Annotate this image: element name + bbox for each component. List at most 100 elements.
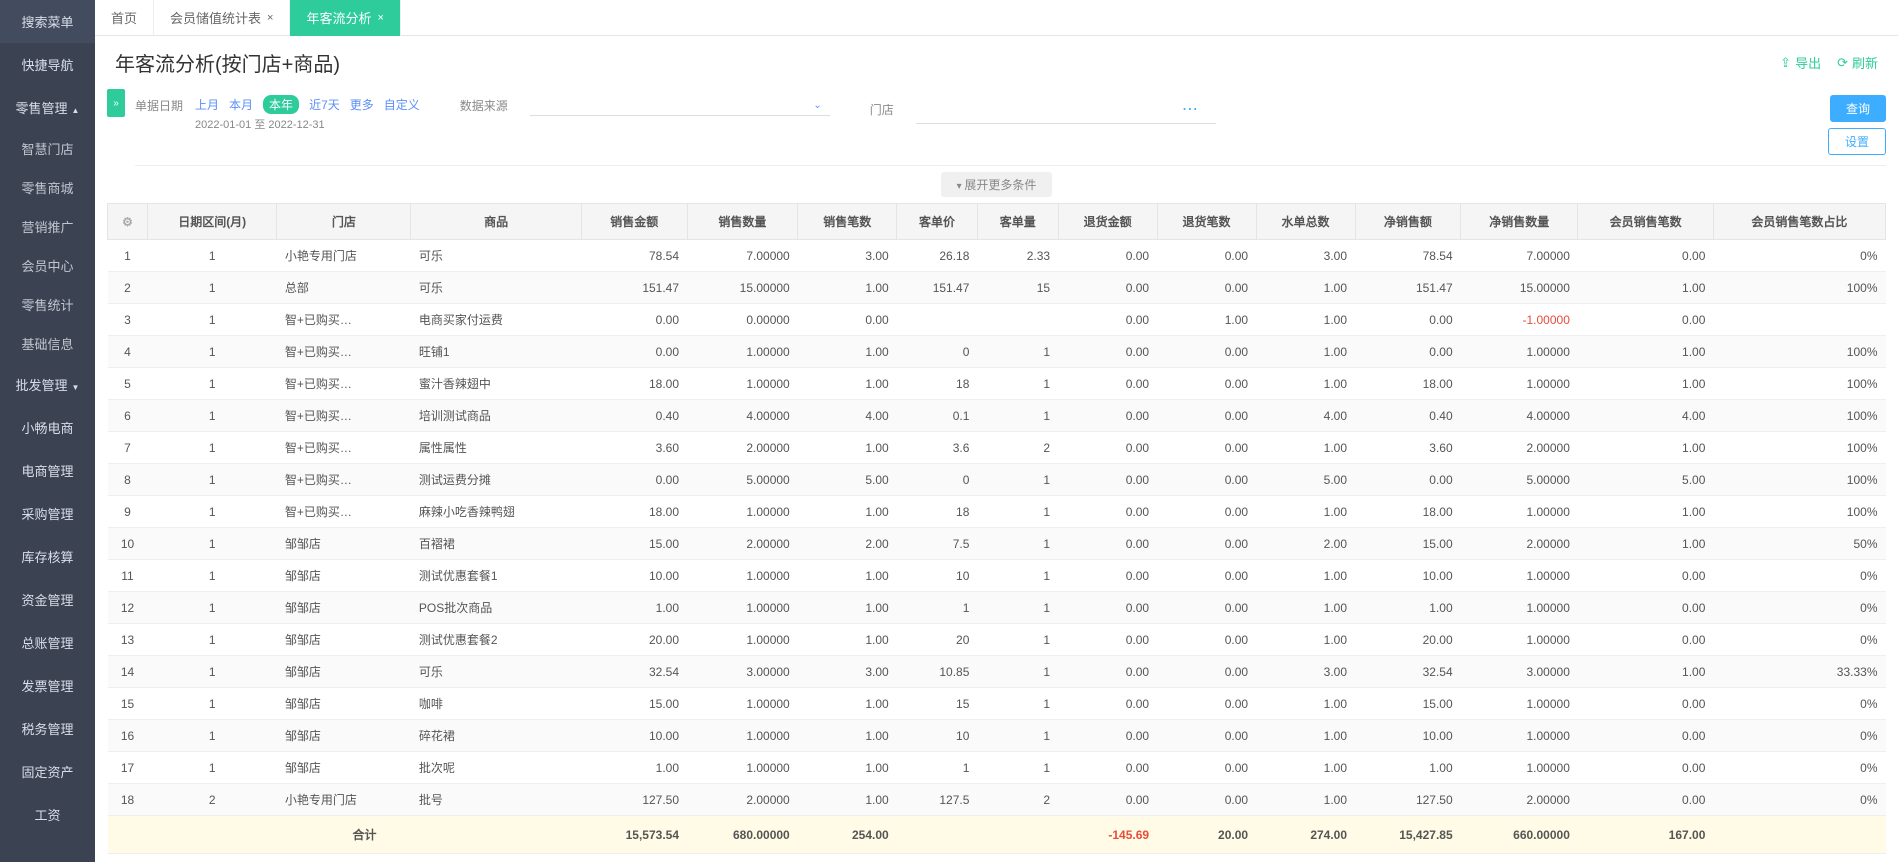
sidebar-item[interactable]: 采购管理 bbox=[0, 492, 95, 535]
sidebar-item[interactable]: 零售管理 bbox=[0, 86, 95, 129]
expand-conditions-button[interactable]: 展开更多条件 bbox=[941, 172, 1053, 197]
sidebar-item[interactable]: 批发管理 bbox=[0, 363, 95, 406]
tab[interactable]: 会员储值统计表× bbox=[154, 0, 290, 36]
column-header[interactable]: 门店 bbox=[277, 204, 411, 240]
column-header[interactable]: 销售数量 bbox=[687, 204, 798, 240]
refresh-button[interactable]: ⟳刷新 bbox=[1837, 53, 1878, 72]
table-row[interactable]: 81智+已购买…测试运费分摊0.005.000005.00010.000.005… bbox=[108, 464, 1886, 496]
table-row[interactable]: 161邹邹店碎花裙10.001.000001.001010.000.001.00… bbox=[108, 720, 1886, 752]
refresh-icon: ⟳ bbox=[1837, 55, 1848, 71]
table-row[interactable]: 101邹邹店百褶裙15.002.000002.007.510.000.002.0… bbox=[108, 528, 1886, 560]
table-cell: 旺铺1 bbox=[411, 336, 582, 368]
sidebar-item[interactable]: 搜索菜单 bbox=[0, 0, 95, 43]
column-header[interactable]: 会员销售笔数 bbox=[1578, 204, 1714, 240]
table-cell: 1.00 bbox=[1578, 272, 1714, 304]
table-row[interactable]: 141邹邹店可乐32.543.000003.0010.8510.000.003.… bbox=[108, 656, 1886, 688]
column-header[interactable]: 销售金额 bbox=[581, 204, 687, 240]
sidebar-item[interactable]: 零售商城 bbox=[0, 168, 95, 207]
table-row[interactable]: 121邹邹店POS批次商品1.001.000001.00110.000.001.… bbox=[108, 592, 1886, 624]
gear-icon[interactable]: ⚙ bbox=[122, 215, 133, 229]
table-cell: 0.00 bbox=[1157, 624, 1256, 656]
sidebar-item[interactable]: 总账管理 bbox=[0, 621, 95, 664]
table-cell: 0.40 bbox=[581, 400, 687, 432]
collapse-filter-button[interactable]: » bbox=[107, 89, 125, 117]
store-select[interactable]: ⋯ bbox=[916, 95, 1216, 124]
sidebar-item[interactable]: 库存核算 bbox=[0, 535, 95, 578]
table-cell: 0.00 bbox=[1157, 400, 1256, 432]
table-row[interactable]: 11小艳专用门店可乐78.547.000003.0026.182.330.000… bbox=[108, 240, 1886, 272]
sidebar-item[interactable]: 固定资产 bbox=[0, 750, 95, 793]
sidebar-item[interactable]: 营销推广 bbox=[0, 207, 95, 246]
sidebar-item[interactable]: 工资 bbox=[0, 793, 95, 836]
sidebar-item[interactable]: 税务管理 bbox=[0, 707, 95, 750]
table-cell: 0.00 bbox=[1157, 368, 1256, 400]
table-row[interactable]: 41智+已购买…旺铺10.001.000001.00010.000.001.00… bbox=[108, 336, 1886, 368]
table-cell: 1 bbox=[148, 304, 277, 336]
date-shortcut[interactable]: 上月 bbox=[195, 96, 219, 113]
export-button[interactable]: ⇪导出 bbox=[1780, 53, 1821, 72]
table-row[interactable]: 61智+已购买…培训测试商品0.404.000004.000.110.000.0… bbox=[108, 400, 1886, 432]
sidebar-item[interactable]: 基础信息 bbox=[0, 324, 95, 363]
close-icon[interactable]: × bbox=[377, 12, 383, 24]
table-cell: 0.00 bbox=[1157, 240, 1256, 272]
table-row[interactable]: 91智+已购买…麻辣小吃香辣鸭翅18.001.000001.001810.000… bbox=[108, 496, 1886, 528]
table-row[interactable]: 51智+已购买…蜜汁香辣翅中18.001.000001.001810.000.0… bbox=[108, 368, 1886, 400]
table-row[interactable]: 151邹邹店咖啡15.001.000001.001510.000.001.001… bbox=[108, 688, 1886, 720]
table-cell: 78.54 bbox=[581, 240, 687, 272]
table-container[interactable]: ⚙ 日期区间(月)门店商品销售金额销售数量销售笔数客单价客单量退货金额退货笔数水单… bbox=[95, 203, 1898, 862]
table-row[interactable]: 31智+已购买…电商买家付运费0.000.000000.000.001.001.… bbox=[108, 304, 1886, 336]
sidebar-item[interactable]: 快捷导航 bbox=[0, 43, 95, 86]
date-shortcut[interactable]: 近7天 bbox=[309, 96, 340, 113]
table-cell: 可乐 bbox=[411, 656, 582, 688]
table-cell: 100% bbox=[1713, 400, 1885, 432]
sidebar-item[interactable]: 电商管理 bbox=[0, 449, 95, 492]
column-header[interactable]: 净销售数量 bbox=[1461, 204, 1578, 240]
table-row[interactable]: 111邹邹店测试优惠套餐110.001.000001.001010.000.00… bbox=[108, 560, 1886, 592]
table-cell: 1 bbox=[977, 336, 1058, 368]
sidebar-item[interactable]: 小畅电商 bbox=[0, 406, 95, 449]
date-shortcut[interactable]: 更多 bbox=[350, 96, 374, 113]
table-cell: 0.00 bbox=[1157, 496, 1256, 528]
query-button[interactable]: 查询 bbox=[1830, 95, 1886, 122]
column-header[interactable]: 退货笔数 bbox=[1157, 204, 1256, 240]
tab[interactable]: 年客流分析× bbox=[290, 0, 400, 36]
column-header[interactable]: 商品 bbox=[411, 204, 582, 240]
tab[interactable]: 首页 bbox=[95, 0, 154, 36]
sidebar-item[interactable]: 智慧门店 bbox=[0, 129, 95, 168]
column-header[interactable]: ⚙ bbox=[108, 204, 148, 240]
table-cell: 2.00000 bbox=[687, 432, 798, 464]
table-cell: 1.00 bbox=[1157, 304, 1256, 336]
date-shortcut[interactable]: 本月 bbox=[229, 96, 253, 113]
sidebar-item[interactable]: 发票管理 bbox=[0, 664, 95, 707]
column-header[interactable]: 客单价 bbox=[897, 204, 978, 240]
table-cell: 1 bbox=[148, 432, 277, 464]
column-header[interactable]: 日期区间(月) bbox=[148, 204, 277, 240]
table-cell: 0.00 bbox=[1058, 368, 1157, 400]
column-header[interactable]: 退货金额 bbox=[1058, 204, 1157, 240]
column-header[interactable]: 净销售额 bbox=[1355, 204, 1461, 240]
sidebar-item[interactable]: 资金管理 bbox=[0, 578, 95, 621]
table-row[interactable]: 131邹邹店测试优惠套餐220.001.000001.002010.000.00… bbox=[108, 624, 1886, 656]
settings-button[interactable]: 设置 bbox=[1828, 128, 1886, 155]
table-cell: 1 bbox=[148, 464, 277, 496]
table-cell: 0.00 bbox=[1058, 304, 1157, 336]
column-header[interactable]: 客单量 bbox=[977, 204, 1058, 240]
column-header[interactable]: 销售笔数 bbox=[798, 204, 897, 240]
table-cell: 咖啡 bbox=[411, 688, 582, 720]
date-shortcut[interactable]: 本年 bbox=[263, 95, 299, 114]
table-row[interactable]: 182小艳专用门店批号127.502.000001.00127.520.000.… bbox=[108, 784, 1886, 816]
table-row[interactable]: 71智+已购买…属性属性3.602.000001.003.620.000.001… bbox=[108, 432, 1886, 464]
table-cell: 1 bbox=[977, 528, 1058, 560]
close-icon[interactable]: × bbox=[267, 12, 273, 24]
table-cell: 12 bbox=[108, 592, 148, 624]
table-cell: 33.33% bbox=[1713, 656, 1885, 688]
sidebar-item[interactable]: 零售统计 bbox=[0, 285, 95, 324]
table-row[interactable]: 21总部可乐151.4715.000001.00151.47150.000.00… bbox=[108, 272, 1886, 304]
table-row[interactable]: 171邹邹店批次呢1.001.000001.00110.000.001.001.… bbox=[108, 752, 1886, 784]
date-shortcut[interactable]: 自定义 bbox=[384, 96, 420, 113]
column-header[interactable]: 会员销售笔数占比 bbox=[1713, 204, 1885, 240]
datasource-select[interactable]: ⌄ bbox=[530, 96, 830, 116]
column-header[interactable]: 水单总数 bbox=[1256, 204, 1355, 240]
table-cell: 0.00 bbox=[1157, 688, 1256, 720]
sidebar-item[interactable]: 会员中心 bbox=[0, 246, 95, 285]
